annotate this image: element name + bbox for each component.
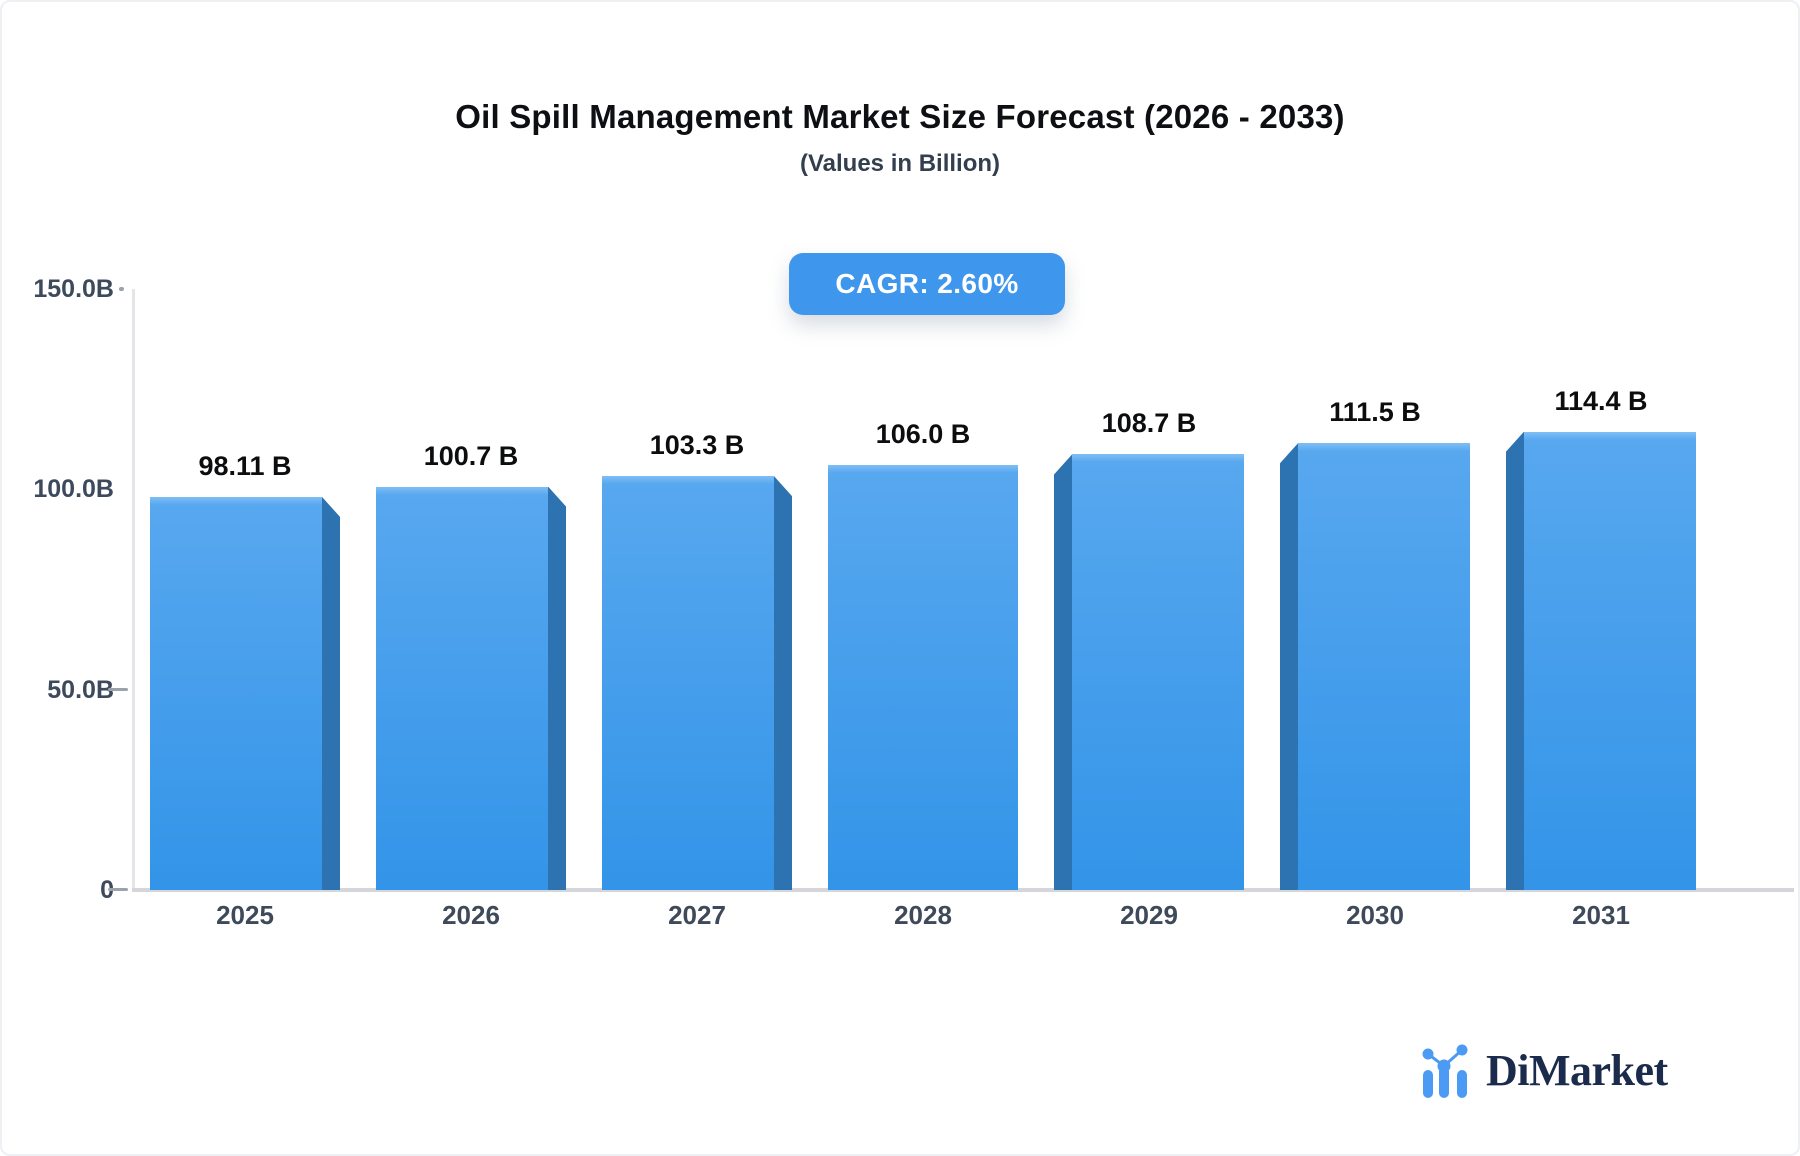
bar-face-front xyxy=(1298,443,1470,890)
mini-bar-chart-icon xyxy=(1422,1044,1468,1098)
y-axis-label: 100.0B xyxy=(33,475,114,504)
x-axis-label: 2031 xyxy=(1572,900,1630,930)
chart-title: Oil Spill Management Market Size Forecas… xyxy=(455,98,1345,135)
x-axis-label: 2027 xyxy=(668,900,726,930)
bar-2026[interactable]: 100.7 B xyxy=(376,441,566,890)
cagr-badge: CAGR: 2.60% xyxy=(789,253,1065,315)
y-axis-line xyxy=(132,289,135,890)
y-axis-tick-mark xyxy=(108,888,128,891)
x-axis-label: 2026 xyxy=(442,900,500,930)
x-axis-label: 2030 xyxy=(1346,900,1404,930)
bar-face-side xyxy=(1054,454,1072,890)
bar-value-label: 111.5 B xyxy=(1329,397,1421,428)
bar-2031[interactable]: 114.4 B xyxy=(1506,386,1696,890)
bar-face-side xyxy=(774,476,792,890)
y-axis-tick-mark xyxy=(108,687,128,691)
brand-logo: DiMarket xyxy=(1420,1040,1668,1100)
brand-logo-text: DiMarket xyxy=(1486,1045,1668,1095)
bar-2025[interactable]: 98.11 B xyxy=(150,451,340,890)
x-axis-line xyxy=(132,888,1794,892)
x-axis-label: 2025 xyxy=(216,900,274,930)
y-axis-label: 0 xyxy=(100,876,114,904)
bar-face-front xyxy=(1072,454,1244,890)
bar-value-label: 103.3 B xyxy=(649,430,745,461)
bar-face-front xyxy=(828,465,1018,890)
bar-value-label: 100.7 B xyxy=(423,440,519,471)
bar-face-side xyxy=(1280,443,1298,890)
y-axis-label: 50.0B xyxy=(47,675,114,704)
bar-value-label: 114.4 B xyxy=(1554,385,1648,416)
bar-face-front xyxy=(376,486,548,890)
x-axis-label: 2028 xyxy=(894,900,952,930)
bar-2027[interactable]: 103.3 B xyxy=(602,430,792,890)
bar-face-front xyxy=(150,496,322,890)
bar-2029[interactable]: 108.7 B xyxy=(1054,408,1244,890)
y-axis-label: 150.0B xyxy=(33,275,114,303)
bar-face-side xyxy=(322,496,340,890)
bar-face-front xyxy=(602,476,774,890)
bar-value-label: 108.7 B xyxy=(1101,408,1197,439)
chart-subtitle: (Values in Billion) xyxy=(799,150,1001,177)
bar-2030[interactable]: 111.5 B xyxy=(1280,397,1470,890)
bar-value-label: 106.0 B xyxy=(875,419,971,450)
bar-face-side xyxy=(1506,431,1524,890)
bar-value-label: 98.11 B xyxy=(198,450,292,481)
bar-face-front xyxy=(1524,431,1696,890)
x-axis-label: 2029 xyxy=(1120,900,1178,930)
bar-face-side xyxy=(548,486,566,890)
y-axis-tick-mark xyxy=(119,287,124,291)
bar-2028[interactable]: 106.0 B xyxy=(828,419,1018,890)
